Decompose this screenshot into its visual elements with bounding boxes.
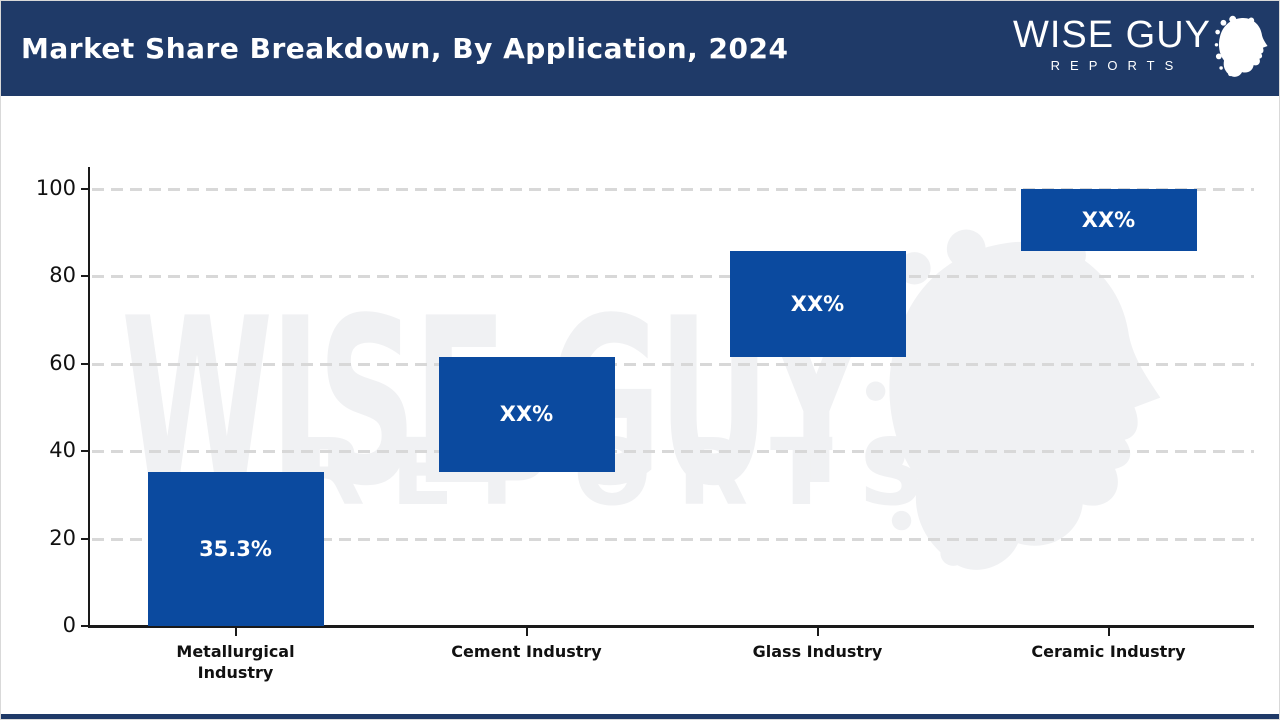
y-tick-label: 0 xyxy=(62,613,76,637)
gridline xyxy=(92,188,1254,191)
bar: XX% xyxy=(729,251,906,357)
bar: 35.3% xyxy=(147,471,324,626)
logo-subtitle: REPORTS xyxy=(1050,57,1184,73)
y-tick-label: 40 xyxy=(49,438,76,463)
gridline xyxy=(92,450,1254,454)
category-label: Metallurgical Industry xyxy=(176,642,295,682)
wise-guy-logo: WISE GUY REPORTS xyxy=(1012,14,1211,73)
bar-value-label: XX% xyxy=(499,402,554,427)
bar-value-label: XX% xyxy=(1081,208,1136,233)
bar-value-label: XX% xyxy=(790,291,845,316)
y-axis-tick xyxy=(81,275,90,278)
category-label: Ceramic Industry xyxy=(1031,642,1186,661)
x-axis xyxy=(88,625,1254,628)
logo-wordmark: WISE GUY xyxy=(1012,14,1211,56)
y-axis xyxy=(88,167,90,628)
gridline xyxy=(92,537,1254,541)
y-axis-tick xyxy=(81,537,90,540)
head-profile-dots-icon xyxy=(1214,15,1268,77)
y-tick-label: 60 xyxy=(49,350,76,375)
y-axis-tick xyxy=(81,188,90,190)
bar: XX% xyxy=(438,356,615,472)
bar-value-label: 35.3% xyxy=(199,536,272,561)
gridline xyxy=(92,275,1254,279)
footer-bar xyxy=(1,714,1279,719)
gridline xyxy=(92,362,1254,366)
page-title: Market Share Breakdown, By Application, … xyxy=(21,32,789,65)
y-tick-label: 80 xyxy=(49,263,76,288)
x-axis-tick xyxy=(234,628,237,636)
category-label: Cement Industry xyxy=(451,642,602,661)
y-axis-tick xyxy=(81,625,90,627)
x-axis-tick xyxy=(1107,628,1110,636)
x-axis-tick xyxy=(525,628,528,636)
y-axis-tick xyxy=(81,362,90,365)
y-axis-tick xyxy=(81,450,90,453)
bar: XX% xyxy=(1020,189,1197,252)
x-axis-tick xyxy=(816,628,819,636)
y-tick-label: 20 xyxy=(49,525,76,550)
header-bar: Market Share Breakdown, By Application, … xyxy=(1,1,1279,96)
y-tick-label: 100 xyxy=(35,176,76,200)
category-label: Glass Industry xyxy=(752,642,883,661)
